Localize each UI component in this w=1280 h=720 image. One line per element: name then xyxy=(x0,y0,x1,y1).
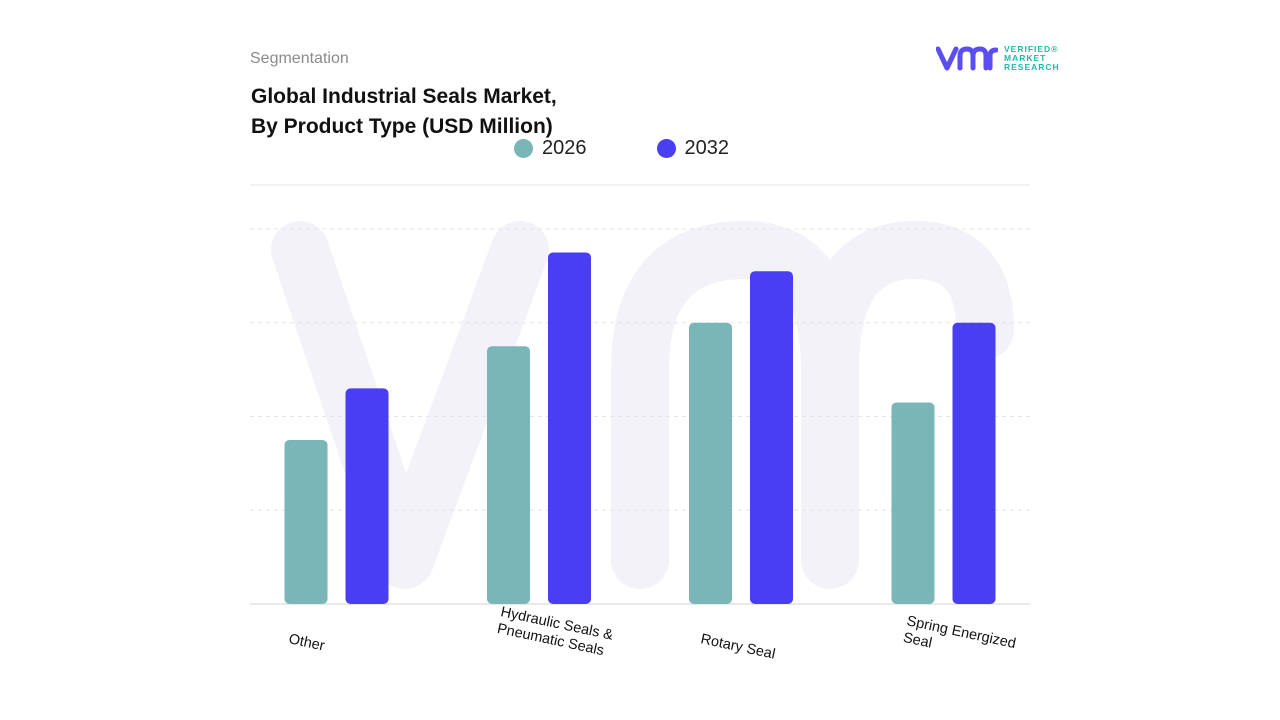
legend-swatch-2026 xyxy=(514,138,533,158)
x-tick-label: Spring EnergizedSeal xyxy=(902,613,1018,668)
chart-title-line-1: Global Industrial Seals Market, xyxy=(251,85,557,108)
x-tick-label: Other xyxy=(287,631,326,654)
logo-line-research: RESEARCH xyxy=(1004,61,1060,72)
chart-bars xyxy=(284,252,996,604)
bar-2026-1 xyxy=(487,346,530,604)
vmr-logo-text: VERIFIED® MARKET RESEARCH xyxy=(1004,43,1060,72)
x-tick-label-line: Seal xyxy=(902,630,934,652)
x-tick-label: Rotary Seal xyxy=(699,631,776,662)
chart-legend: 2026 2032 xyxy=(514,134,729,162)
x-tick-label-line: Rotary Seal xyxy=(699,631,776,662)
chart-title: Global Industrial Seals Market, By Produ… xyxy=(251,82,557,142)
bar-2026-3 xyxy=(891,402,935,604)
x-tick-label: Hydraulic Seals &Pneumatic Seals xyxy=(496,604,615,660)
vmr-watermark-icon xyxy=(271,221,1014,589)
bar-2032-2 xyxy=(750,271,793,604)
bar-2032-1 xyxy=(548,252,591,604)
bar-2032-3 xyxy=(952,322,996,604)
bar-2026-2 xyxy=(689,322,732,604)
watermark-shape xyxy=(271,221,1014,589)
segmentation-label: Segmentation xyxy=(250,50,349,67)
x-tick-label-line: Other xyxy=(287,631,326,654)
vmr-logo-icon xyxy=(936,46,998,71)
logo-registered-mark: ® xyxy=(1051,43,1059,54)
logo-line-market: MARKET xyxy=(1004,52,1047,63)
vmr-logo: VERIFIED® MARKET RESEARCH xyxy=(936,44,1060,72)
x-axis-labels: Other Hydraulic Seals &Pneumatic Seals Rot… xyxy=(287,604,1018,668)
legend-swatch-2032 xyxy=(656,138,676,158)
legend-label-2026: 2026 xyxy=(542,136,587,159)
bar-2026-0 xyxy=(284,439,328,604)
legend-item-2026: 2026 xyxy=(514,137,587,160)
logo-line-verified: VERIFIED xyxy=(1004,43,1052,54)
chart-title-line-2: By Product Type (USD Million) xyxy=(251,115,553,138)
legend-item-2032: 2032 xyxy=(656,136,730,160)
bar-2032-0 xyxy=(345,388,389,604)
legend-label-2032: 2032 xyxy=(684,136,730,159)
